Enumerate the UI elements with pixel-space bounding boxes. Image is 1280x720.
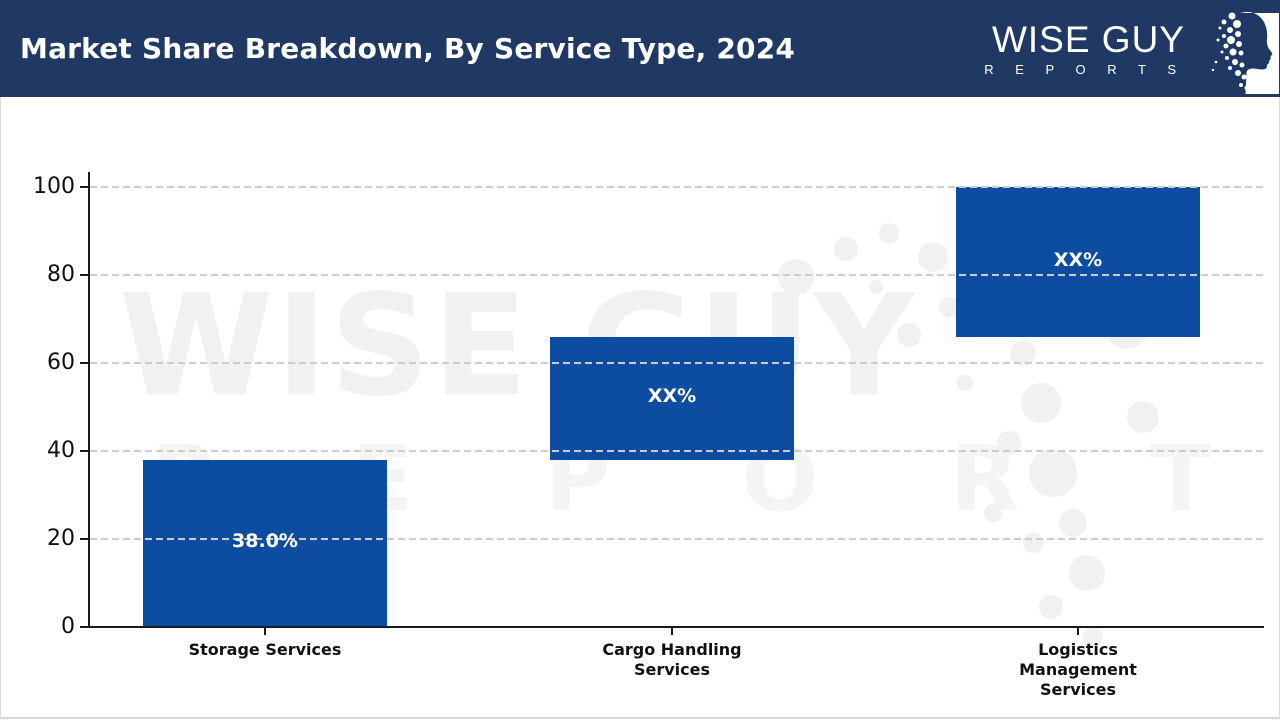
gridline-y-80 [90, 274, 1263, 276]
wiseguy-face-icon [1211, 12, 1279, 95]
x-category-label-line: Logistics [1038, 640, 1118, 659]
bar-value-label: XX% [647, 385, 697, 408]
x-category-label-line: Cargo Handling [602, 640, 742, 659]
y-axis-line [88, 172, 90, 628]
x-tick-1 [264, 628, 266, 635]
gridline-y-40 [90, 450, 1263, 452]
y-tick-label-60: 60 [47, 350, 75, 375]
x-category-label-line: Services [1039, 680, 1117, 699]
y-tick-20 [80, 538, 88, 540]
gridline-y-60 [90, 362, 1263, 364]
chart-card: WISE GUY R E P O R T S 02040608010038.0%… [0, 97, 1280, 719]
y-tick-label-80: 80 [47, 262, 75, 287]
x-category-label: Logistics Management Services [928, 640, 1228, 700]
x-category-label: Storage Services [115, 640, 415, 660]
bar-storage-services [143, 459, 387, 627]
bar-logistics-management-services [956, 187, 1200, 337]
y-tick-80 [80, 274, 88, 276]
bar-cargo-handling-services [550, 336, 794, 460]
y-tick-label-0: 0 [61, 614, 75, 639]
bar-value-label: XX% [1053, 248, 1103, 271]
y-tick-label-20: 20 [47, 526, 75, 551]
x-tick-2 [671, 628, 673, 635]
x-tick-3 [1077, 628, 1079, 635]
bar-value-label: 38.0% [232, 530, 298, 553]
x-axis-line [88, 626, 1264, 628]
x-category-label: Cargo Handling Services [522, 640, 822, 680]
y-tick-100 [80, 186, 88, 188]
gridline-y-20 [90, 538, 1263, 540]
gridline-y-100 [90, 186, 1263, 188]
y-tick-label-40: 40 [47, 438, 75, 463]
page-title: Market Share Breakdown, By Service Type,… [20, 32, 796, 65]
x-category-label-line: Services [633, 660, 711, 679]
y-tick-0 [80, 626, 88, 628]
wiseguy-logo: WISE GUY R E P O R T S [984, 20, 1185, 79]
y-tick-60 [80, 362, 88, 364]
x-category-label-line: Management [1019, 660, 1137, 679]
x-category-label-line: Storage Services [188, 640, 342, 659]
logo-subtitle: R E P O R T S [984, 62, 1185, 77]
y-tick-label-100: 100 [33, 174, 75, 199]
logo-wordmark: WISE GUY [991, 19, 1185, 60]
y-tick-40 [80, 450, 88, 452]
header-bar: Market Share Breakdown, By Service Type,… [0, 0, 1280, 97]
